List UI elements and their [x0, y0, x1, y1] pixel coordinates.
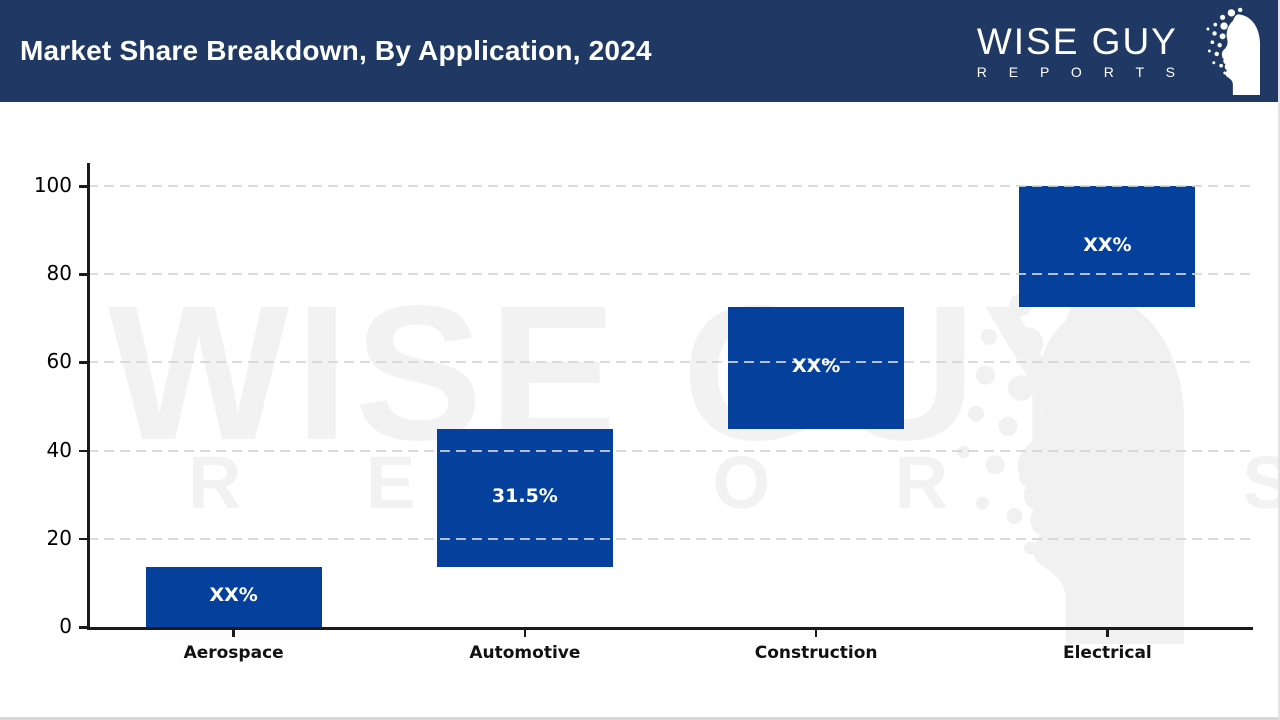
bar-aerospace: [145, 567, 322, 627]
y-axis-tick-label: 60: [46, 349, 72, 374]
y-tick-40: [79, 449, 88, 453]
y-axis-tick-label: 100: [33, 173, 72, 197]
bar-construction: [728, 307, 905, 429]
bar-value-label: XX%: [209, 584, 258, 607]
x-axis-category-label: Electrical: [1062, 643, 1152, 663]
gridline-100: [88, 185, 1253, 187]
y-axis-spine: [87, 163, 90, 629]
bar-value-label: 31.5%: [491, 485, 558, 507]
x-axis-category-label: Aerospace: [183, 643, 284, 663]
wise-guy-logo: WISE GUY R E P O R T S: [971, 7, 1264, 95]
y-tick-80: [79, 273, 88, 276]
y-tick-0: [79, 626, 88, 629]
x-axis-category-label: Automotive: [469, 643, 581, 663]
logo-wordmark: WISE GUY R E P O R T S: [971, 23, 1184, 80]
logo-head-icon: [1206, 7, 1260, 95]
bar-value-label: XX%: [1083, 233, 1132, 256]
x-tick-automotive: [523, 629, 527, 637]
x-tick-electrical: [1106, 629, 1109, 637]
x-tick-aerospace: [232, 629, 235, 637]
x-axis-category-label: Construction: [754, 643, 878, 663]
y-tick-60: [79, 361, 88, 364]
y-axis-tick-label: 20: [46, 525, 72, 550]
y-axis-tick-label: 40: [46, 437, 72, 462]
x-tick-construction: [814, 629, 818, 637]
bar-value-label: XX%: [791, 354, 841, 377]
waterfall-chart: WISE GUY R E P O R T S 0 20 40 60 80: [0, 102, 1280, 717]
gridline-40: [88, 449, 1253, 452]
bar-automotive: [436, 428, 613, 568]
y-axis-tick-label: 80: [46, 261, 72, 286]
gridline-60: [88, 361, 1253, 364]
x-axis-spine: [87, 627, 1253, 630]
watermark-subtitle-text: R E P O R T S: [188, 441, 1280, 524]
y-tick-100: [79, 185, 88, 188]
header: Market Share Breakdown, By Application, …: [0, 0, 1278, 102]
gridline-80: [88, 273, 1253, 276]
page-title: Market Share Breakdown, By Application, …: [20, 35, 652, 66]
y-axis-tick-label: 0: [59, 614, 72, 638]
logo-subtitle-text: R E P O R T S: [976, 63, 1184, 80]
gridline-20: [88, 537, 1253, 540]
y-tick-20: [79, 537, 88, 541]
logo-title-text: WISE GUY: [976, 20, 1178, 62]
